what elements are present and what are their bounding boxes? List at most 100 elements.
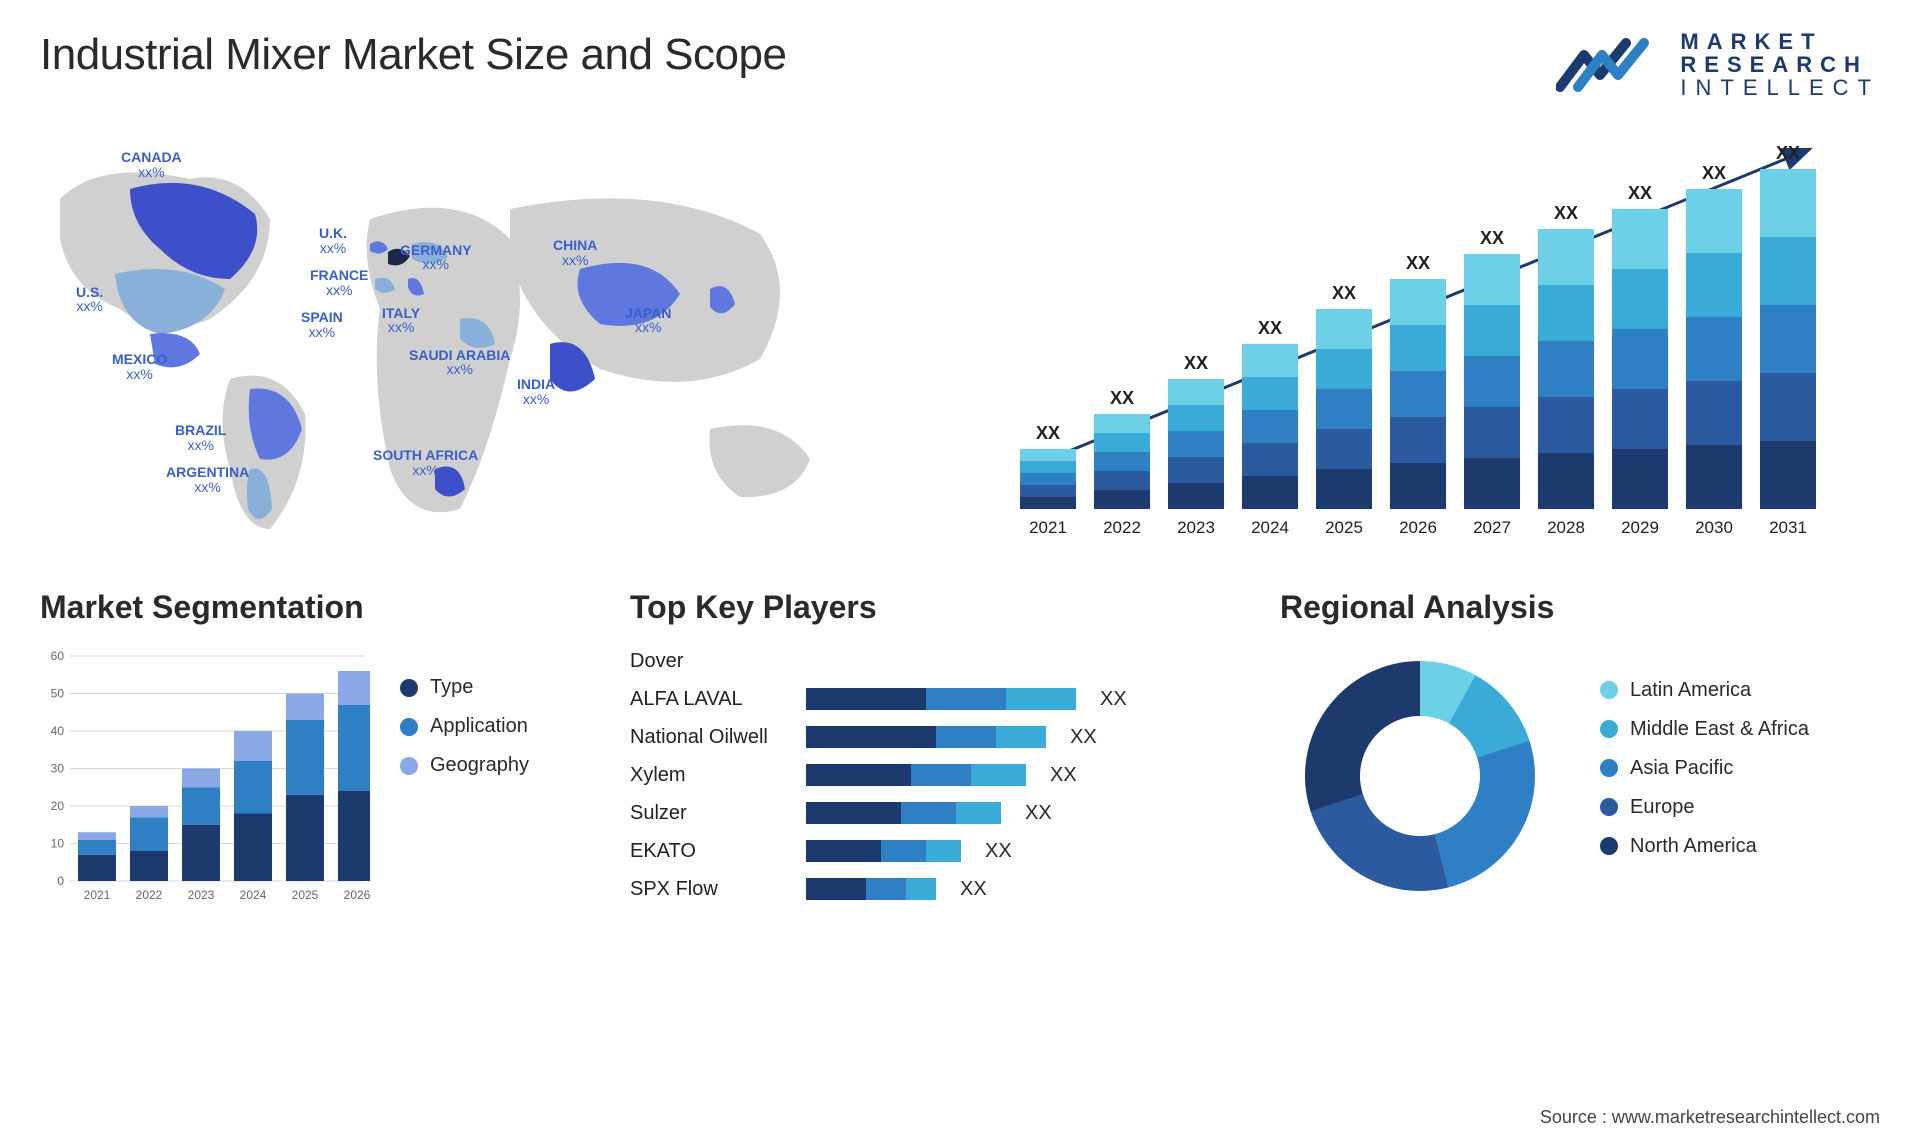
players-title: Top Key Players [630, 589, 1230, 626]
player-name: Dover [630, 650, 790, 673]
svg-text:2031: 2031 [1769, 518, 1807, 537]
seg-legend-geography: Geography [400, 754, 560, 777]
logo-text-1: MARKET [1680, 30, 1880, 53]
regional-donut [1280, 646, 1560, 906]
svg-text:50: 50 [51, 687, 65, 701]
svg-text:0: 0 [57, 874, 64, 888]
svg-text:2022: 2022 [1103, 518, 1141, 537]
svg-text:2030: 2030 [1695, 518, 1733, 537]
map-label-saudi-arabia: SAUDI ARABIAxx% [409, 348, 510, 377]
svg-text:2028: 2028 [1547, 518, 1585, 537]
svg-text:60: 60 [51, 649, 65, 663]
svg-text:2022: 2022 [136, 888, 163, 902]
region-legend-north-america: North America [1600, 835, 1880, 858]
regional-panel: Regional Analysis Latin America Middle Ea… [1280, 589, 1880, 912]
segmentation-title: Market Segmentation [40, 589, 580, 626]
logo-text-2: RESEARCH [1680, 53, 1880, 76]
player-row: EKATO XX [630, 836, 1230, 866]
player-row: Dover [630, 646, 1230, 676]
svg-text:2023: 2023 [188, 888, 215, 902]
svg-text:2023: 2023 [1177, 518, 1215, 537]
map-label-italy: ITALYxx% [382, 306, 420, 335]
source-text: Source : www.marketresearchintellect.com [1540, 1107, 1880, 1128]
player-name: ALFA LAVAL [630, 688, 790, 711]
regional-legend: Latin America Middle East & Africa Asia Pa… [1600, 679, 1880, 874]
svg-text:XX: XX [1110, 388, 1134, 408]
svg-text:XX: XX [1702, 163, 1726, 183]
map-label-brazil: BRAZILxx% [175, 423, 226, 452]
world-map: CANADAxx% U.S.xx% MEXICOxx% BRAZILxx% ARGENT… [40, 129, 940, 549]
region-legend-latin-america: Latin America [1600, 679, 1880, 702]
map-label-u-s-: U.S.xx% [76, 285, 103, 314]
svg-text:2025: 2025 [1325, 518, 1363, 537]
map-label-south-africa: SOUTH AFRICAxx% [373, 448, 478, 477]
svg-text:2026: 2026 [1399, 518, 1437, 537]
seg-legend-type: Type [400, 676, 560, 699]
player-value: XX [1025, 802, 1052, 825]
map-label-china: CHINAxx% [553, 238, 597, 267]
svg-text:20: 20 [51, 799, 65, 813]
map-label-germany: GERMANYxx% [400, 243, 472, 272]
player-bar [806, 726, 1046, 748]
player-row: ALFA LAVAL XX [630, 684, 1230, 714]
player-name: Sulzer [630, 802, 790, 825]
region-legend-middle-east-africa: Middle East & Africa [1600, 718, 1880, 741]
svg-text:XX: XX [1554, 203, 1578, 223]
svg-text:2026: 2026 [344, 888, 370, 902]
svg-text:2021: 2021 [84, 888, 111, 902]
regional-title: Regional Analysis [1280, 589, 1880, 626]
svg-text:2025: 2025 [292, 888, 319, 902]
logo-text-3: INTELLECT [1680, 76, 1880, 99]
player-row: National Oilwell XX [630, 722, 1230, 752]
player-row: Sulzer XX [630, 798, 1230, 828]
player-value: XX [1100, 688, 1127, 711]
svg-text:2024: 2024 [240, 888, 267, 902]
svg-text:30: 30 [51, 762, 65, 776]
segmentation-chart: 0 10 20 30 40 50 60 2021 2022 2023 2024 2025 2026 [40, 646, 370, 906]
player-name: EKATO [630, 840, 790, 863]
player-name: Xylem [630, 764, 790, 787]
player-row: SPX Flow XX [630, 874, 1230, 904]
player-bar [806, 878, 936, 900]
players-panel: Top Key Players DoverALFA LAVALXXNationa… [630, 589, 1230, 912]
svg-text:XX: XX [1184, 353, 1208, 373]
svg-text:40: 40 [51, 724, 65, 738]
svg-text:XX: XX [1628, 183, 1652, 203]
svg-text:XX: XX [1036, 423, 1060, 443]
svg-text:XX: XX [1258, 318, 1282, 338]
growth-chart: XX 2021 XX 2022 XX 2023 XX 2024 XX 2025 XX 2026 XX 20… [980, 129, 1880, 549]
svg-text:2024: 2024 [1251, 518, 1289, 537]
svg-text:XX: XX [1332, 283, 1356, 303]
region-legend-asia-pacific: Asia Pacific [1600, 757, 1880, 780]
player-bar [806, 688, 1076, 710]
map-label-mexico: MEXICOxx% [112, 352, 167, 381]
player-name: SPX Flow [630, 878, 790, 901]
map-label-japan: JAPANxx% [625, 306, 671, 335]
page-title: Industrial Mixer Market Size and Scope [40, 30, 786, 80]
player-bar [806, 840, 961, 862]
player-name: National Oilwell [630, 726, 790, 749]
map-label-u-k-: U.K.xx% [319, 226, 347, 255]
player-bar [806, 802, 1001, 824]
svg-text:2029: 2029 [1621, 518, 1659, 537]
map-label-france: FRANCExx% [310, 268, 368, 297]
map-label-india: INDIAxx% [517, 377, 555, 406]
player-value: XX [1070, 726, 1097, 749]
svg-text:XX: XX [1406, 253, 1430, 273]
player-value: XX [1050, 764, 1077, 787]
svg-text:2021: 2021 [1029, 518, 1067, 537]
segmentation-legend: Type Application Geography [400, 646, 560, 906]
player-bar [806, 764, 1026, 786]
map-label-canada: CANADAxx% [121, 150, 182, 179]
segmentation-panel: Market Segmentation 0 10 20 30 40 50 60 2021 202… [40, 589, 580, 912]
player-value: XX [960, 878, 987, 901]
seg-legend-application: Application [400, 715, 560, 738]
svg-text:XX: XX [1776, 143, 1800, 163]
map-label-spain: SPAINxx% [301, 310, 343, 339]
logo-mark-icon [1556, 35, 1666, 95]
brand-logo: MARKET RESEARCH INTELLECT [1556, 30, 1880, 99]
region-legend-europe: Europe [1600, 796, 1880, 819]
svg-text:10: 10 [51, 837, 65, 851]
player-value: XX [985, 840, 1012, 863]
map-label-argentina: ARGENTINAxx% [166, 465, 249, 494]
